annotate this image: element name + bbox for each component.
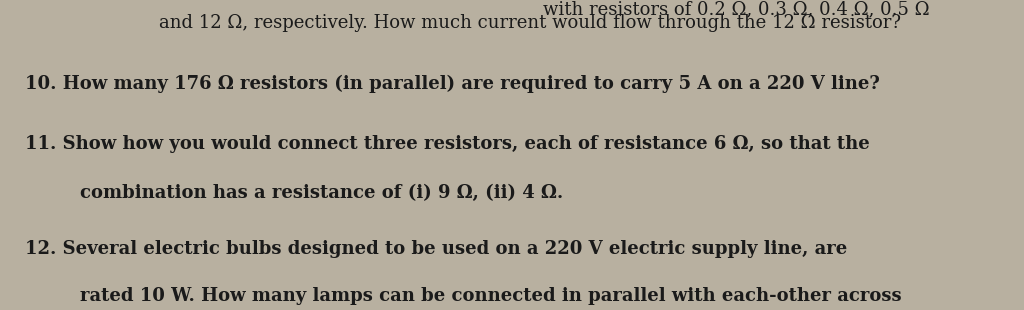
Text: 10. How many 176 Ω resistors (in parallel) are required to carry 5 A on a 220 V : 10. How many 176 Ω resistors (in paralle… xyxy=(25,74,880,93)
Text: with resistors of 0.2 Ω, 0.3 Ω, 0.4 Ω, 0.5 Ω: with resistors of 0.2 Ω, 0.3 Ω, 0.4 Ω, 0… xyxy=(543,1,930,19)
Text: 11. Show how you would connect three resistors, each of resistance 6 Ω, so that : 11. Show how you would connect three res… xyxy=(25,135,869,153)
Text: combination has a resistance of (i) 9 Ω, (ii) 4 Ω.: combination has a resistance of (i) 9 Ω,… xyxy=(80,184,563,202)
Text: 12. Several electric bulbs designed to be used on a 220 V electric supply line, : 12. Several electric bulbs designed to b… xyxy=(25,240,847,258)
Text: rated 10 W. How many lamps can be connected in parallel with each-other across: rated 10 W. How many lamps can be connec… xyxy=(80,287,901,305)
Text: and 12 Ω, respectively. How much current would flow through the 12 Ω resistor?: and 12 Ω, respectively. How much current… xyxy=(159,14,901,32)
